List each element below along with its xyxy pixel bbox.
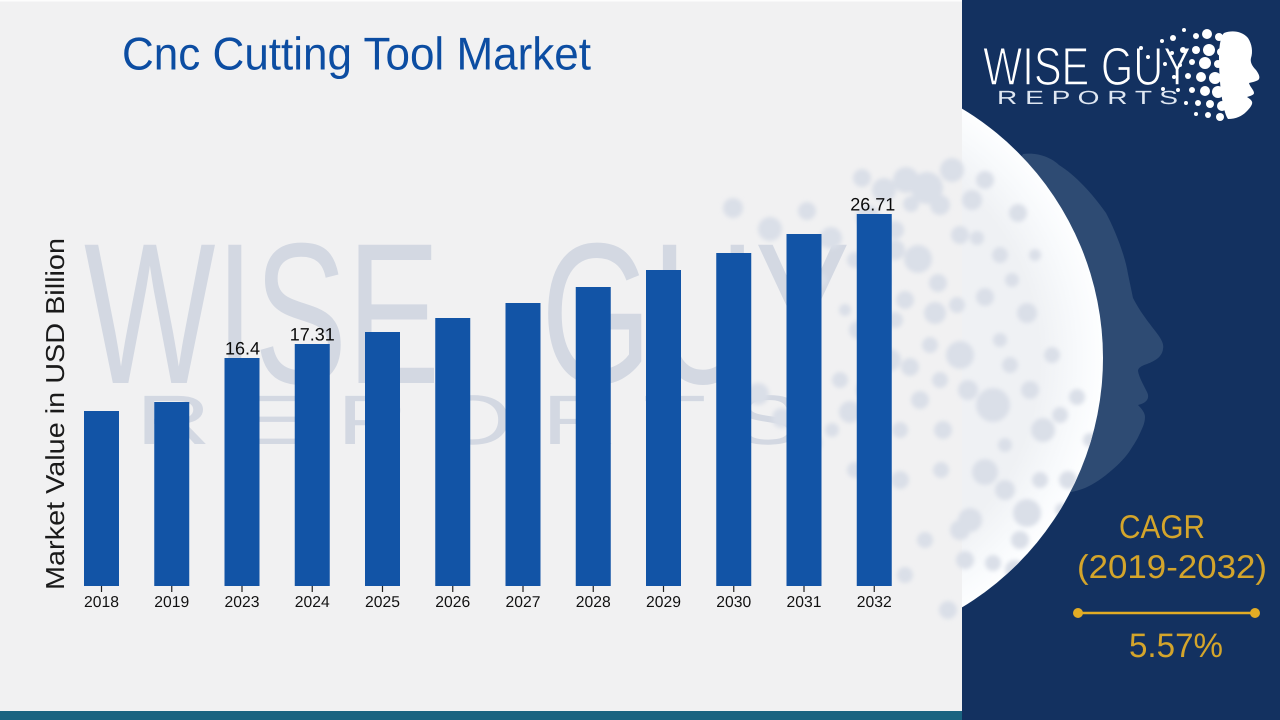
svg-text:2018: 2018 xyxy=(84,594,119,611)
svg-text:WISE GUY: WISE GUY xyxy=(983,37,1191,97)
svg-text:Market Value in USD Billion: Market Value in USD Billion xyxy=(40,238,70,590)
svg-text:2025: 2025 xyxy=(365,594,400,611)
svg-text:26.71: 26.71 xyxy=(850,195,895,215)
svg-text:2023: 2023 xyxy=(225,594,260,611)
svg-text:Cnc Cutting Tool Market: Cnc Cutting Tool Market xyxy=(122,28,591,80)
svg-text:2024: 2024 xyxy=(295,594,330,611)
svg-text:R E P O R T S: R E P O R T S xyxy=(997,88,1178,109)
svg-text:2031: 2031 xyxy=(787,594,822,611)
svg-text:2028: 2028 xyxy=(576,594,611,611)
svg-text:16.4: 16.4 xyxy=(225,339,260,359)
svg-text:2032: 2032 xyxy=(857,594,892,611)
svg-text:2026: 2026 xyxy=(435,594,470,611)
svg-text:CAGR: CAGR xyxy=(1119,508,1205,545)
svg-text:5.57%: 5.57% xyxy=(1129,627,1223,665)
svg-text:(2019-2032): (2019-2032) xyxy=(1077,548,1267,585)
svg-text:2019: 2019 xyxy=(154,594,189,611)
svg-text:17.31: 17.31 xyxy=(290,325,335,345)
svg-text:2027: 2027 xyxy=(506,594,541,611)
svg-text:2029: 2029 xyxy=(646,594,681,611)
svg-text:2030: 2030 xyxy=(716,594,751,611)
